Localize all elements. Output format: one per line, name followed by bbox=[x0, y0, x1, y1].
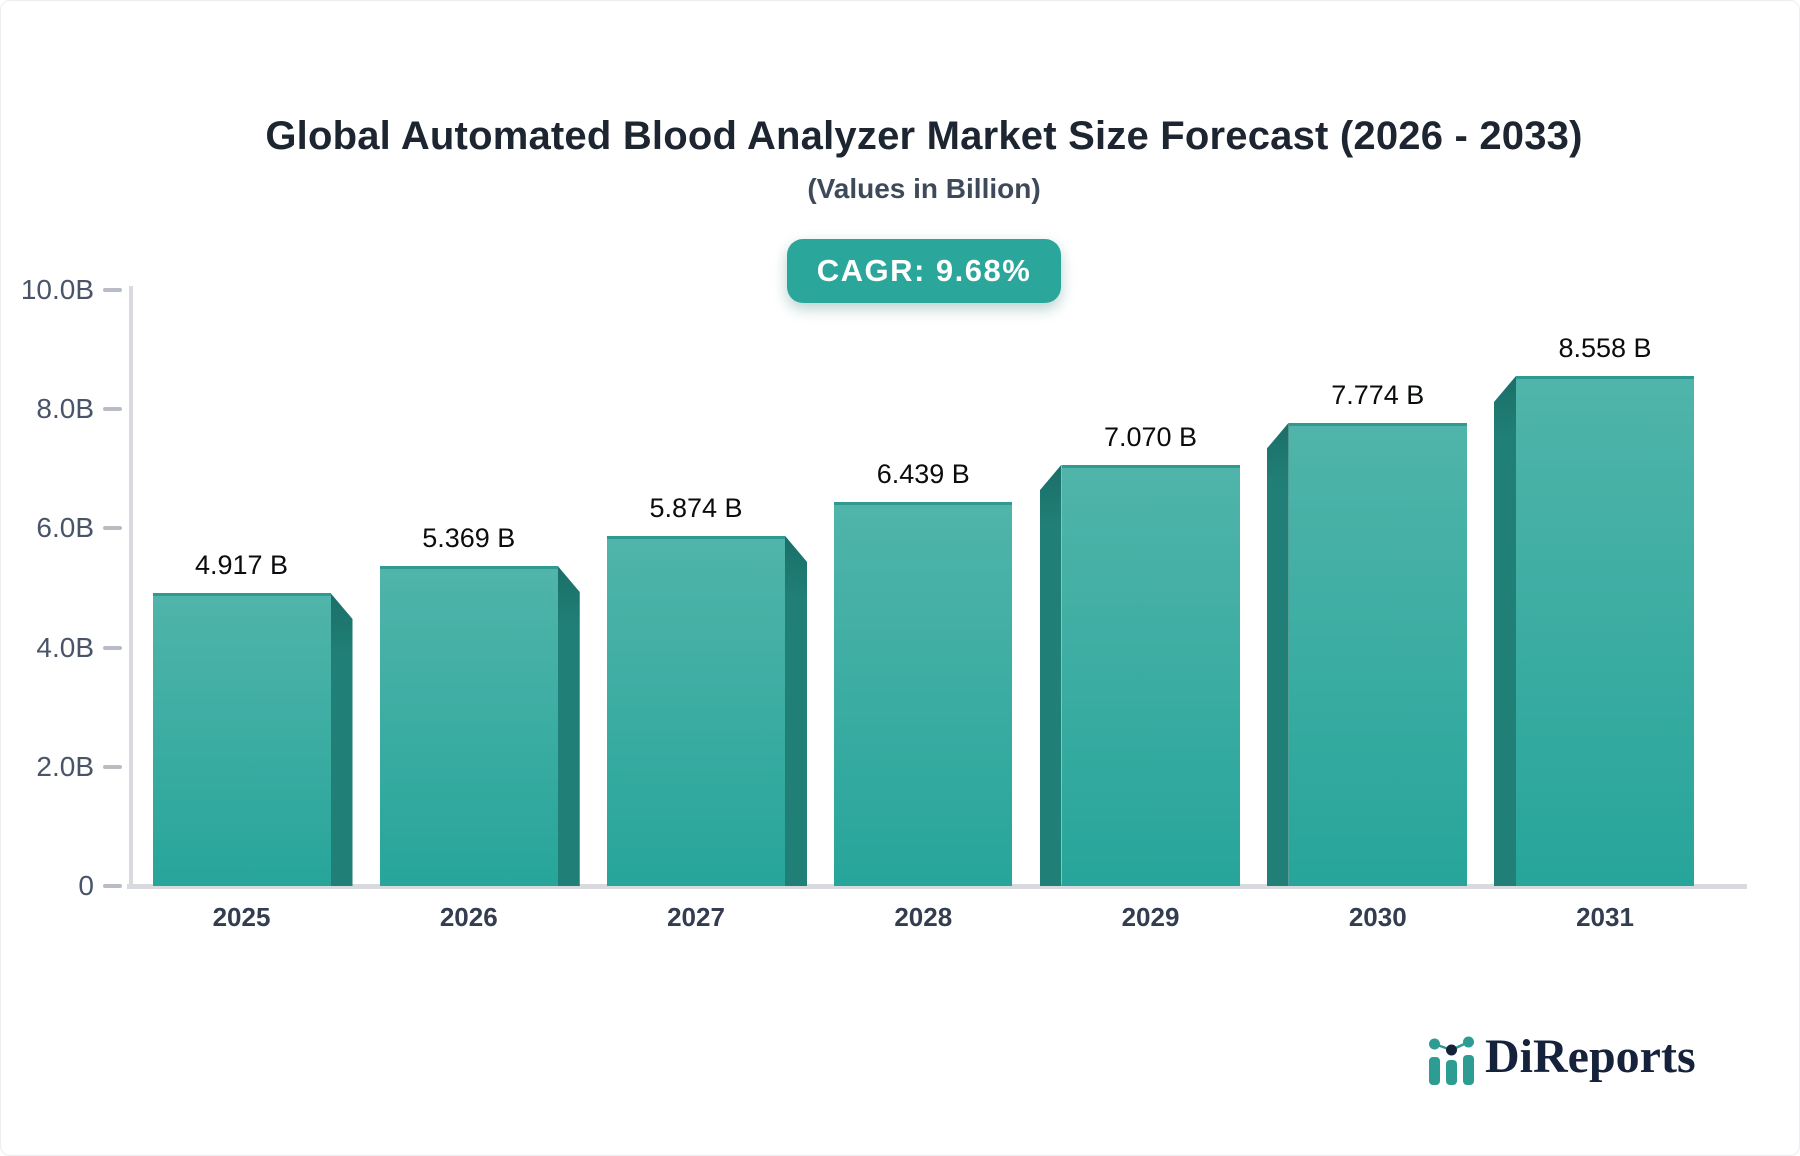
y-tick-dash bbox=[103, 288, 122, 292]
y-tick-label: 10.0B bbox=[20, 274, 94, 305]
logo-text: DiReports bbox=[1485, 1030, 1696, 1083]
bar-value-label: 8.558 B bbox=[1558, 332, 1652, 363]
cagr-badge: CAGR: 9.68% bbox=[786, 239, 1062, 303]
bar-side-face bbox=[785, 535, 807, 886]
bar-value-label: 5.874 B bbox=[649, 492, 743, 523]
bar-value-label: 5.369 B bbox=[422, 523, 516, 553]
bar-2026 bbox=[379, 566, 558, 886]
x-tick-label: 2026 bbox=[439, 902, 498, 932]
y-tick-dash bbox=[103, 407, 122, 412]
y-tick-label: 0 bbox=[78, 870, 94, 901]
bar-value-label: 7.774 B bbox=[1331, 379, 1425, 410]
bar-2031 bbox=[1516, 375, 1694, 886]
y-tick-label: 6.0B bbox=[36, 512, 94, 544]
direports-logo: DiReports bbox=[1429, 1027, 1696, 1085]
bar-2028 bbox=[834, 502, 1013, 886]
chart-subtitle: (Values in Billion) bbox=[807, 173, 1041, 204]
y-axis-line bbox=[129, 286, 133, 886]
bar-side-face bbox=[1039, 464, 1062, 886]
chart-title: Global Automated Blood Analyzer Market S… bbox=[265, 114, 1583, 158]
bar-value-label: 4.917 B bbox=[194, 549, 289, 580]
chart-header: Global Automated Blood Analyzer Market S… bbox=[1, 1, 1799, 303]
bar-value-label: 6.439 B bbox=[876, 459, 970, 490]
bar-side-face bbox=[1266, 422, 1289, 886]
mini-bar-line-chart-icon bbox=[1429, 1036, 1474, 1085]
y-tick-dash bbox=[103, 884, 122, 888]
bar-2027 bbox=[607, 535, 785, 886]
x-tick-label: 2030 bbox=[1348, 902, 1407, 932]
x-tick-label: 2025 bbox=[212, 902, 271, 932]
x-axis-line bbox=[127, 884, 1747, 889]
bar-2025 bbox=[152, 592, 331, 886]
bar-side-face bbox=[1494, 375, 1516, 886]
bar-2029 bbox=[1061, 464, 1240, 886]
x-tick-label: 2031 bbox=[1576, 902, 1634, 932]
bar-2030 bbox=[1288, 422, 1467, 886]
x-tick-label: 2028 bbox=[894, 902, 953, 932]
bar-side-face bbox=[557, 566, 580, 886]
y-tick-dash bbox=[103, 645, 122, 650]
bar-side-face bbox=[330, 592, 353, 886]
y-tick-dash bbox=[103, 764, 122, 769]
x-tick-label: 2027 bbox=[667, 902, 725, 932]
y-tick-dash bbox=[103, 526, 122, 531]
y-tick-label: 8.0B bbox=[36, 393, 94, 425]
y-tick-label: 2.0B bbox=[36, 750, 94, 782]
x-tick-label: 2029 bbox=[1121, 902, 1180, 932]
bar-value-label: 7.070 B bbox=[1103, 421, 1198, 452]
y-tick-label: 4.0B bbox=[36, 631, 94, 663]
